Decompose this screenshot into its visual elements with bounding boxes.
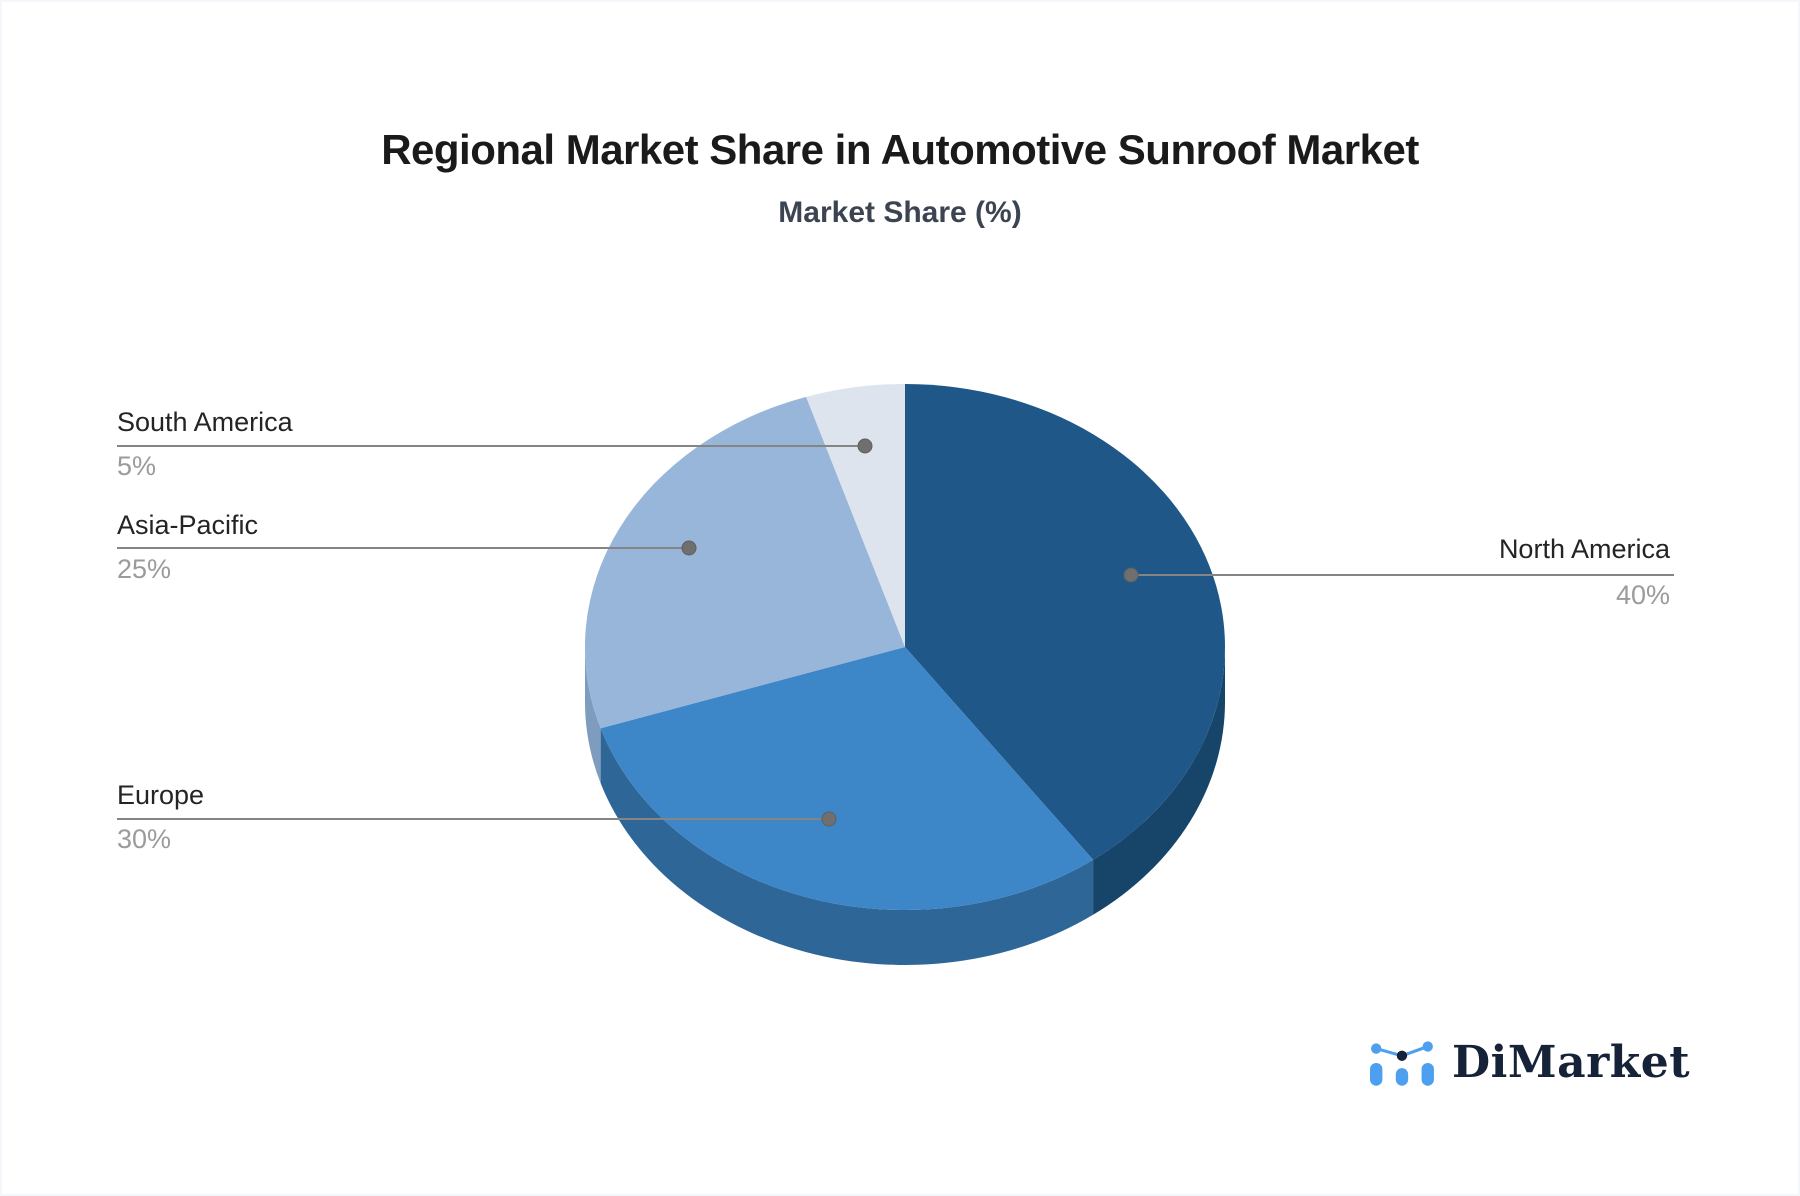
pie-slice-north-america[interactable] [905,384,1225,860]
slice-label-asia-pacific: Asia-Pacific [117,510,259,540]
leader-dot-asia-pacific [681,540,697,556]
pie-slice-side-europe [600,728,1094,965]
slice-value-south-america: 5% [117,451,157,481]
pie-slice-europe[interactable] [600,647,1094,910]
chart-subtitle: Market Share (%) [778,196,1022,229]
pie-slice-side-north-america [1093,647,1225,915]
bar-line-chart-icon [1370,1041,1434,1086]
slice-label-europe: Europe [117,780,205,810]
slice-value-asia-pacific: 25% [117,554,172,584]
pie-slice-asia-pacific[interactable] [584,396,905,729]
slice-value-north-america: 40% [1615,580,1670,610]
leader-dot-north-america [1123,567,1139,583]
slice-value-europe: 30% [117,824,172,854]
pie-slice-side-asia-pacific [585,647,601,784]
dimarket-logo-text: DiMarket [1452,1037,1691,1088]
chart-title: Regional Market Share in Automotive Sunr… [381,126,1419,173]
leader-dot-south-america [857,438,873,454]
leader-dot-europe [821,811,837,827]
slice-label-north-america: North America [1498,534,1670,564]
pie-slice-south-america[interactable] [806,384,905,647]
slice-label-south-america: South America [117,407,293,437]
dimarket-logo: DiMarket [1370,1040,1690,1086]
